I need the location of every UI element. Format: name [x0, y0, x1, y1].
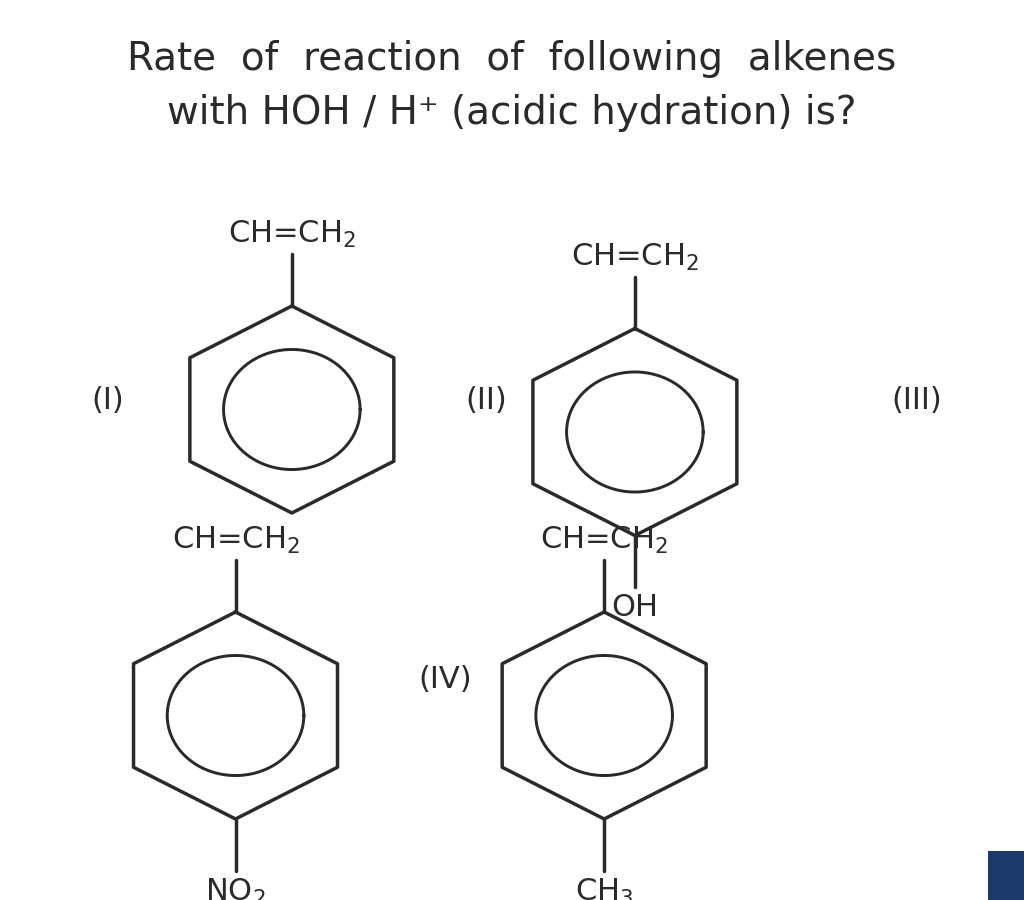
- Text: CH=CH$_2$: CH=CH$_2$: [541, 525, 668, 556]
- Text: with HOH / H⁺ (acidic hydration) is?: with HOH / H⁺ (acidic hydration) is?: [167, 94, 857, 132]
- Text: (IV): (IV): [419, 665, 472, 694]
- Text: OH: OH: [611, 593, 658, 623]
- Bar: [988, 850, 1024, 900]
- Text: (III): (III): [891, 386, 942, 415]
- Text: Rate  of  reaction  of  following  alkenes: Rate of reaction of following alkenes: [127, 40, 897, 78]
- Text: (I): (I): [91, 386, 124, 415]
- Text: CH=CH$_2$: CH=CH$_2$: [172, 525, 299, 556]
- Text: CH$_3$: CH$_3$: [574, 877, 634, 900]
- Text: CH=CH$_2$: CH=CH$_2$: [571, 241, 698, 273]
- Text: NO$_2$: NO$_2$: [205, 877, 266, 900]
- Text: (II): (II): [466, 386, 507, 415]
- Text: CH=CH$_2$: CH=CH$_2$: [228, 219, 355, 250]
